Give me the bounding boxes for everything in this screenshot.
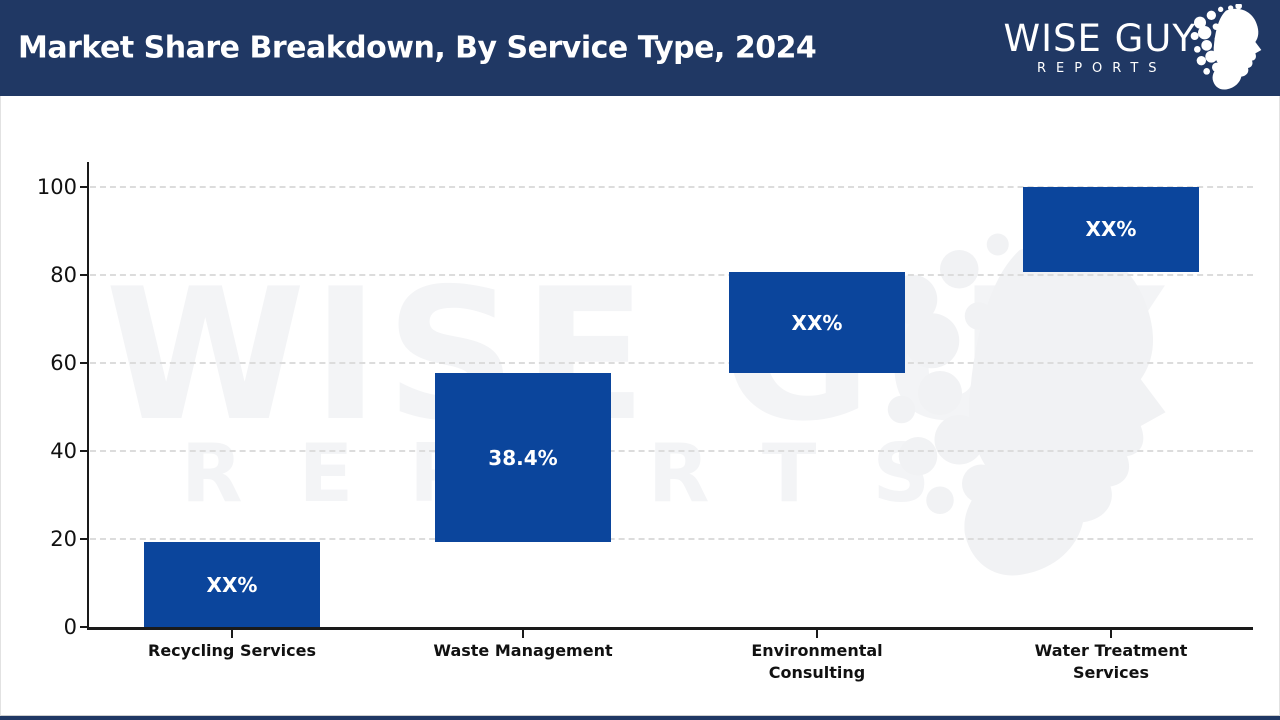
y-axis-tick [80,362,89,364]
y-axis-tick-label: 0 [63,615,77,639]
bar: 38.4% [435,373,611,543]
x-axis-tick [522,630,524,638]
header-banner: Market Share Breakdown, By Service Type,… [0,0,1280,96]
bar-value-label: 38.4% [488,445,558,470]
y-axis-tick-label: 60 [50,351,77,375]
y-axis-line [87,162,89,630]
x-axis-line [87,627,1253,630]
x-axis-tick [231,630,233,638]
x-axis-tick [1110,630,1112,638]
x-axis-category-label: Recycling Services [148,641,316,660]
logo-brand-subtitle: REPORTS [1036,61,1167,76]
grid-line [90,186,1253,188]
footer-accent-bar [0,716,1280,720]
grid-line [90,274,1253,276]
y-axis-tick-label: 100 [36,175,77,199]
grid-line [90,362,1253,364]
y-axis-tick-label: 20 [50,527,77,551]
chart-canvas: WISE GUY REPORTS 020406080100XX%Recyclin… [0,96,1280,716]
bar: XX% [1023,187,1199,272]
x-axis-category-label: Water Treatment Services [1034,641,1188,682]
x-axis-category-label: Environmental Consulting [751,641,883,682]
logo-brand-name: WISE GUY [1003,17,1196,60]
bar: XX% [144,542,320,627]
y-axis-tick [80,186,89,188]
y-axis-tick [80,274,89,276]
y-axis-tick-label: 40 [50,439,77,463]
x-axis-category-label: Waste Management [433,641,613,660]
y-axis-tick [80,538,89,540]
bar-value-label: XX% [206,572,258,597]
y-axis-tick [80,450,89,452]
bar-value-label: XX% [1085,217,1137,242]
plot-region: 0 20 40 60 80 100 XX% Recycling Services 38.4% Wa… [1,96,1279,715]
grid-line [90,450,1253,452]
y-axis-tick-label: 80 [50,263,77,287]
wise-guy-reports-logo: WISE GUY REPORTS [1004,4,1274,92]
logo-wordmark: WISE GUY REPORTS [1004,20,1196,76]
y-axis-tick [80,626,89,628]
page-title: Market Share Breakdown, By Service Type,… [18,30,817,66]
x-axis-tick [816,630,818,638]
bar-value-label: XX% [791,310,843,335]
grid-line [90,538,1253,540]
bar: XX% [729,271,905,374]
